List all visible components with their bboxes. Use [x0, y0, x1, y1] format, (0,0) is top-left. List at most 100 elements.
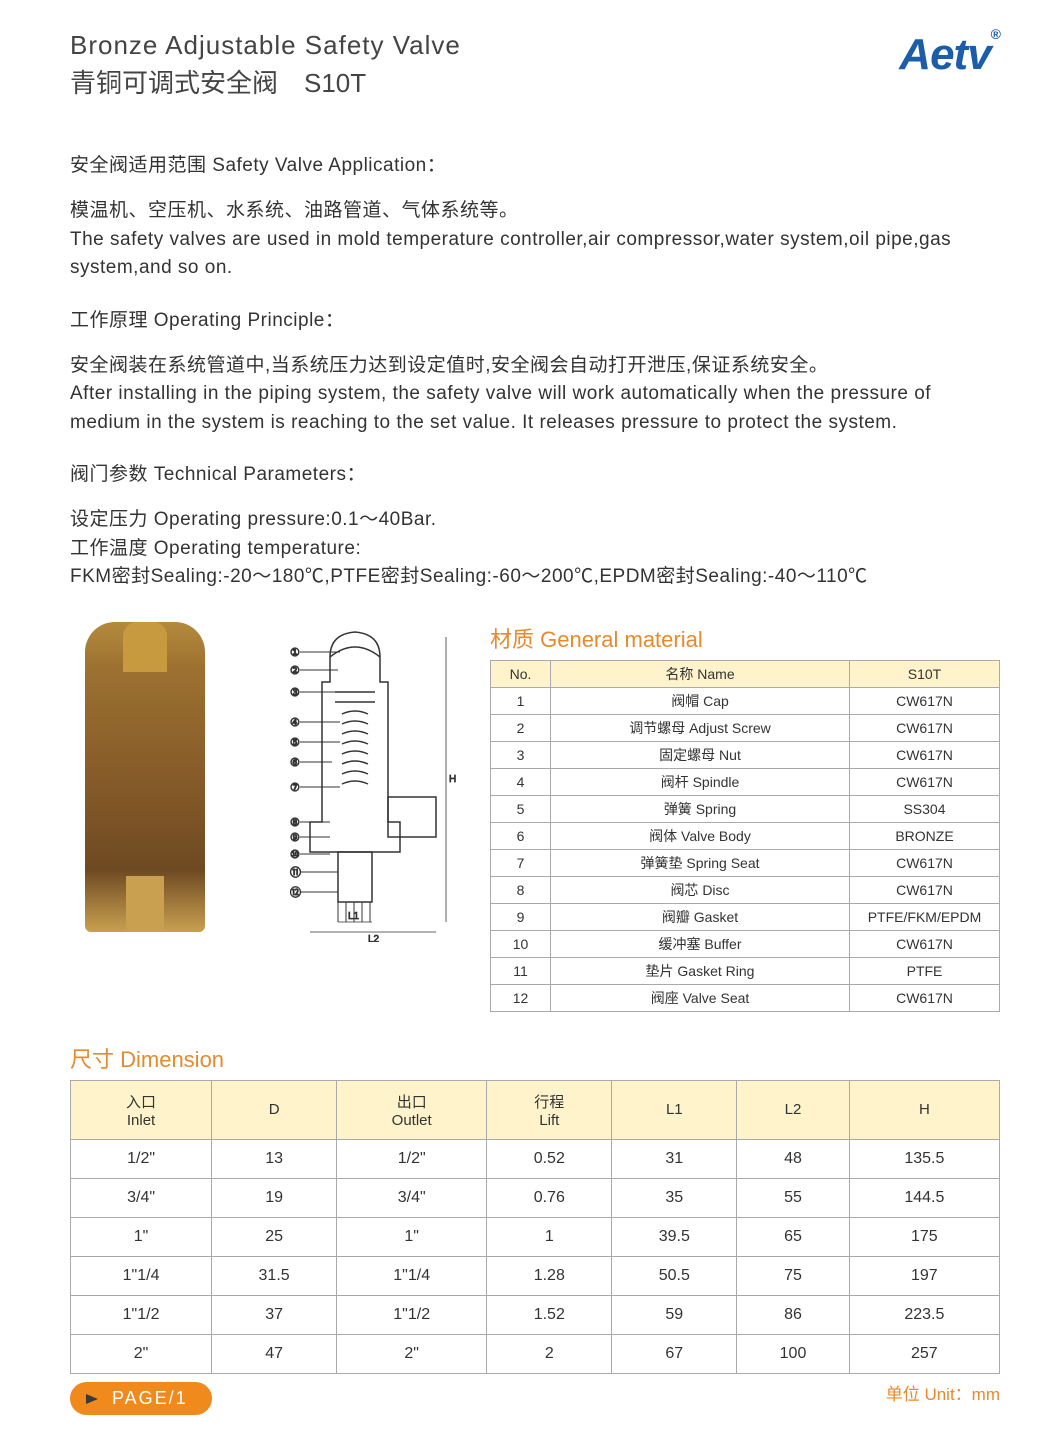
- material-cell: CW617N: [850, 768, 1000, 795]
- dimension-cell: 2: [487, 1334, 612, 1373]
- material-cell: 4: [491, 768, 551, 795]
- title-zh: 青铜可调式安全阀 S10T: [70, 63, 461, 100]
- material-cell: 6: [491, 822, 551, 849]
- dimension-title: 尺寸 Dimension: [70, 1042, 1000, 1074]
- material-cell: CW617N: [850, 849, 1000, 876]
- callout-5: ⑤: [290, 737, 300, 749]
- dimension-cell: 135.5: [849, 1139, 999, 1178]
- dimension-cell: 257: [849, 1334, 999, 1373]
- material-cell: 阀杆 Spindle: [551, 768, 850, 795]
- callout-3: ③: [290, 687, 300, 699]
- dimension-cell: 13: [212, 1139, 337, 1178]
- dimension-cell: 37: [212, 1295, 337, 1334]
- dimension-cell: 55: [737, 1178, 849, 1217]
- params-sealing: FKM密封Sealing:-20～180℃,PTFE密封Sealing:-60～…: [70, 563, 1000, 592]
- dimension-th: D: [212, 1080, 337, 1139]
- material-cell: 11: [491, 957, 551, 984]
- dimension-cell: 2": [337, 1334, 487, 1373]
- callout-4: ④: [290, 717, 300, 729]
- params-header: 阀门参数 Technical Parameters：: [70, 459, 1000, 486]
- dimension-cell: 1"1/4: [337, 1256, 487, 1295]
- dim-h: H: [449, 774, 456, 785]
- material-cell: 调节螺母 Adjust Screw: [551, 714, 850, 741]
- dimension-cell: 175: [849, 1217, 999, 1256]
- material-cell: CW617N: [850, 876, 1000, 903]
- material-row: 5弹簧 SpringSS304: [491, 795, 1000, 822]
- material-cell: 阀体 Valve Body: [551, 822, 850, 849]
- dimension-row: 1"1/2371"1/21.525986223.5: [71, 1295, 1000, 1334]
- dimension-cell: 75: [737, 1256, 849, 1295]
- dimension-row: 2"472"267100257: [71, 1334, 1000, 1373]
- title-en: Bronze Adjustable Safety Valve: [70, 30, 461, 61]
- brand-text: Aetv: [899, 30, 990, 79]
- dimension-th: L2: [737, 1080, 849, 1139]
- material-row: 3固定螺母 NutCW617N: [491, 741, 1000, 768]
- material-cell: CW617N: [850, 714, 1000, 741]
- application-body: 模温机、空压机、水系统、油路管道、气体系统等。 The safety valve…: [70, 197, 1000, 283]
- params-pressure: 设定压力 Operating pressure:0.1～40Bar.: [70, 506, 1000, 535]
- dimension-cell: 1: [487, 1217, 612, 1256]
- dimension-table: 入口InletD出口Outlet行程LiftL1L2H 1/2"131/2"0.…: [70, 1080, 1000, 1374]
- material-cell: 固定螺母 Nut: [551, 741, 850, 768]
- dimension-cell: 0.52: [487, 1139, 612, 1178]
- material-cell: CW617N: [850, 687, 1000, 714]
- callout-6: ⑥: [290, 757, 300, 769]
- material-th-no: No.: [491, 660, 551, 687]
- callout-7: ⑦: [290, 782, 300, 794]
- material-row: 10缓冲塞 BufferCW617N: [491, 930, 1000, 957]
- brand-mark: ®: [991, 26, 1000, 42]
- dimension-th: H: [849, 1080, 999, 1139]
- dimension-cell: 25: [212, 1217, 337, 1256]
- callout-11: ⑪: [290, 866, 301, 879]
- material-cell: 10: [491, 930, 551, 957]
- callout-10: ⑩: [290, 849, 300, 861]
- dimension-cell: 100: [737, 1334, 849, 1373]
- dimension-cell: 50.5: [612, 1256, 737, 1295]
- material-row: 2调节螺母 Adjust ScrewCW617N: [491, 714, 1000, 741]
- dimension-th: 出口Outlet: [337, 1080, 487, 1139]
- dimension-cell: 59: [612, 1295, 737, 1334]
- material-cell: 阀座 Valve Seat: [551, 984, 850, 1011]
- callout-9: ⑨: [290, 832, 300, 844]
- dimension-cell: 1": [337, 1217, 487, 1256]
- material-row: 1阀帽 CapCW617N: [491, 687, 1000, 714]
- dimension-cell: 35: [612, 1178, 737, 1217]
- dimension-cell: 197: [849, 1256, 999, 1295]
- material-row: 4阀杆 SpindleCW617N: [491, 768, 1000, 795]
- material-cell: 2: [491, 714, 551, 741]
- material-cell: 12: [491, 984, 551, 1011]
- material-cell: CW617N: [850, 984, 1000, 1011]
- principle-header: 工作原理 Operating Principle：: [70, 305, 1000, 332]
- material-row: 12阀座 Valve SeatCW617N: [491, 984, 1000, 1011]
- dimension-cell: 2": [71, 1334, 212, 1373]
- dimension-cell: 1/2": [71, 1139, 212, 1178]
- dimension-row: 1"1/431.51"1/41.2850.575197: [71, 1256, 1000, 1295]
- dimension-cell: 48: [737, 1139, 849, 1178]
- dimension-cell: 1"1/4: [71, 1256, 212, 1295]
- material-cell: 弹簧垫 Spring Seat: [551, 849, 850, 876]
- callout-1: ①: [290, 647, 300, 659]
- material-th-model: S10T: [850, 660, 1000, 687]
- valve-diagram: ① ② ③ ④ ⑤ ⑥ ⑦ ⑧ ⑨ ⑩ ⑪ ⑫ H L2 L1: [250, 622, 460, 942]
- dimension-th: 入口Inlet: [71, 1080, 212, 1139]
- callout-8: ⑧: [290, 817, 300, 829]
- material-cell: 3: [491, 741, 551, 768]
- material-cell: 9: [491, 903, 551, 930]
- dimension-cell: 1"1/2: [71, 1295, 212, 1334]
- dimension-cell: 0.76: [487, 1178, 612, 1217]
- product-photo-column: [70, 622, 220, 932]
- dimension-cell: 223.5: [849, 1295, 999, 1334]
- page-badge-text: PAGE/1: [112, 1388, 188, 1408]
- dimension-cell: 39.5: [612, 1217, 737, 1256]
- material-row: 6阀体 Valve BodyBRONZE: [491, 822, 1000, 849]
- material-cell: CW617N: [850, 930, 1000, 957]
- application-header: 安全阀适用范围 Safety Valve Application：: [70, 150, 1000, 177]
- valve-photo: [85, 622, 205, 932]
- material-column: 材质 General material No. 名称 Name S10T 1阀帽…: [490, 622, 1000, 1012]
- material-cell: PTFE/FKM/EPDM: [850, 903, 1000, 930]
- material-title: 材质 General material: [490, 622, 1000, 654]
- material-cell: 阀芯 Disc: [551, 876, 850, 903]
- principle-body: 安全阀装在系统管道中,当系统压力达到设定值时,安全阀会自动打开泄压,保证系统安全…: [70, 352, 1000, 438]
- material-cell: 阀瓣 Gasket: [551, 903, 850, 930]
- brand-logo: Aetv®: [899, 30, 1000, 80]
